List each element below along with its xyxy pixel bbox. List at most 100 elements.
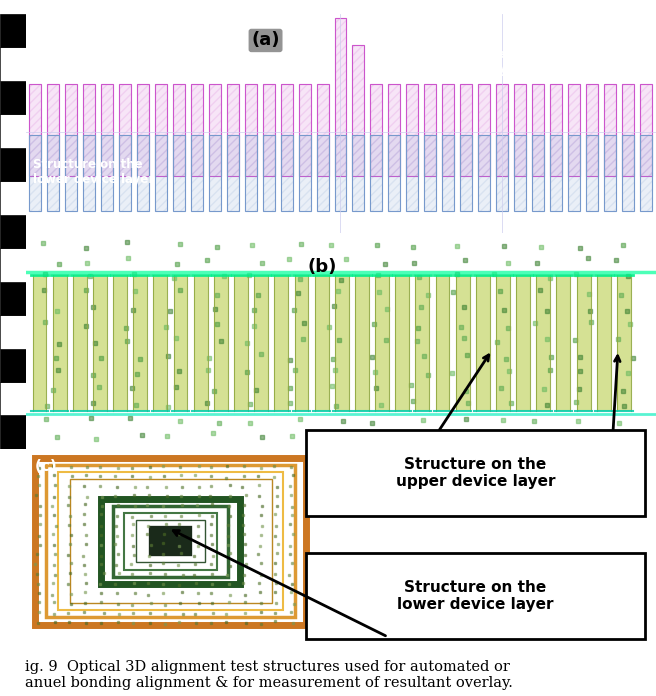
Bar — [209, 134, 221, 212]
Bar — [514, 134, 526, 212]
Bar — [173, 134, 185, 212]
Bar — [191, 134, 203, 212]
Bar — [133, 275, 147, 411]
Bar — [460, 134, 472, 212]
Bar — [113, 275, 127, 411]
Bar — [617, 275, 631, 411]
Bar — [0, 181, 26, 214]
Bar — [406, 84, 419, 176]
Bar — [83, 84, 95, 176]
Bar — [0, 47, 26, 81]
Bar — [406, 134, 419, 212]
Bar — [516, 275, 530, 411]
Bar — [514, 134, 526, 212]
Bar — [47, 134, 59, 212]
Bar — [168, 539, 173, 543]
Bar — [424, 134, 436, 212]
Bar — [101, 84, 113, 176]
Bar — [245, 134, 256, 212]
Bar — [154, 530, 188, 552]
Bar — [227, 84, 239, 176]
Bar — [0, 282, 26, 315]
Bar — [173, 84, 185, 176]
Bar — [424, 84, 436, 176]
Bar — [214, 275, 228, 411]
Bar — [47, 465, 295, 617]
Bar — [298, 134, 310, 212]
Bar — [255, 275, 268, 411]
Bar — [0, 382, 26, 416]
Bar — [0, 248, 26, 282]
Bar — [622, 84, 634, 176]
Bar — [335, 275, 349, 411]
Bar — [47, 134, 59, 212]
Bar — [442, 134, 454, 212]
Bar — [66, 84, 77, 176]
Bar — [586, 134, 598, 212]
Bar — [622, 134, 634, 212]
Bar — [317, 84, 329, 176]
Bar — [47, 84, 59, 176]
Bar — [0, 148, 26, 181]
Bar — [66, 134, 77, 212]
Bar — [604, 84, 616, 176]
Bar — [442, 134, 454, 212]
Text: ig. 9  Optical 3D alignment test structures used for automated or
anuel bonding : ig. 9 Optical 3D alignment test structur… — [25, 660, 513, 690]
Bar — [209, 84, 221, 176]
Text: Structure on the
lower device layer: Structure on the lower device layer — [398, 580, 554, 612]
Bar — [155, 134, 167, 212]
Bar — [137, 134, 149, 212]
Bar — [568, 134, 580, 212]
Bar — [70, 479, 272, 603]
Bar — [640, 84, 651, 176]
Bar — [159, 534, 182, 548]
Bar — [245, 84, 256, 176]
Bar — [478, 134, 490, 212]
Bar — [460, 84, 472, 176]
Bar — [550, 134, 562, 212]
Bar — [415, 275, 429, 411]
Bar — [388, 84, 400, 176]
Bar — [245, 84, 256, 176]
Bar — [335, 134, 346, 212]
Bar — [155, 84, 167, 176]
Bar — [478, 84, 490, 176]
Bar — [73, 275, 87, 411]
Bar — [298, 134, 310, 212]
Bar — [191, 84, 203, 176]
Bar — [209, 134, 221, 212]
Bar — [371, 134, 382, 212]
Bar — [0, 14, 26, 47]
Bar — [281, 134, 293, 212]
Bar — [298, 84, 310, 176]
Bar — [281, 84, 293, 176]
Bar — [514, 84, 526, 176]
Bar — [173, 134, 185, 212]
Bar — [191, 134, 203, 212]
Bar — [460, 84, 472, 176]
Bar — [119, 134, 131, 212]
Bar — [137, 84, 149, 176]
Bar — [173, 84, 185, 176]
Bar — [550, 134, 562, 212]
FancyBboxPatch shape — [306, 430, 645, 516]
Bar — [119, 84, 131, 176]
Bar — [388, 134, 400, 212]
Bar — [586, 134, 598, 212]
Bar — [532, 134, 544, 212]
Bar — [355, 275, 369, 411]
Bar — [640, 134, 651, 212]
Bar — [352, 134, 365, 212]
Bar — [315, 275, 329, 411]
Bar — [532, 84, 544, 176]
Bar — [174, 275, 188, 411]
Bar — [568, 84, 580, 176]
Bar — [406, 134, 419, 212]
Bar — [496, 134, 508, 212]
Bar — [568, 84, 580, 176]
Bar — [245, 134, 256, 212]
Bar — [154, 530, 188, 552]
Bar — [371, 84, 382, 176]
Bar — [556, 275, 570, 411]
Bar — [496, 134, 508, 212]
